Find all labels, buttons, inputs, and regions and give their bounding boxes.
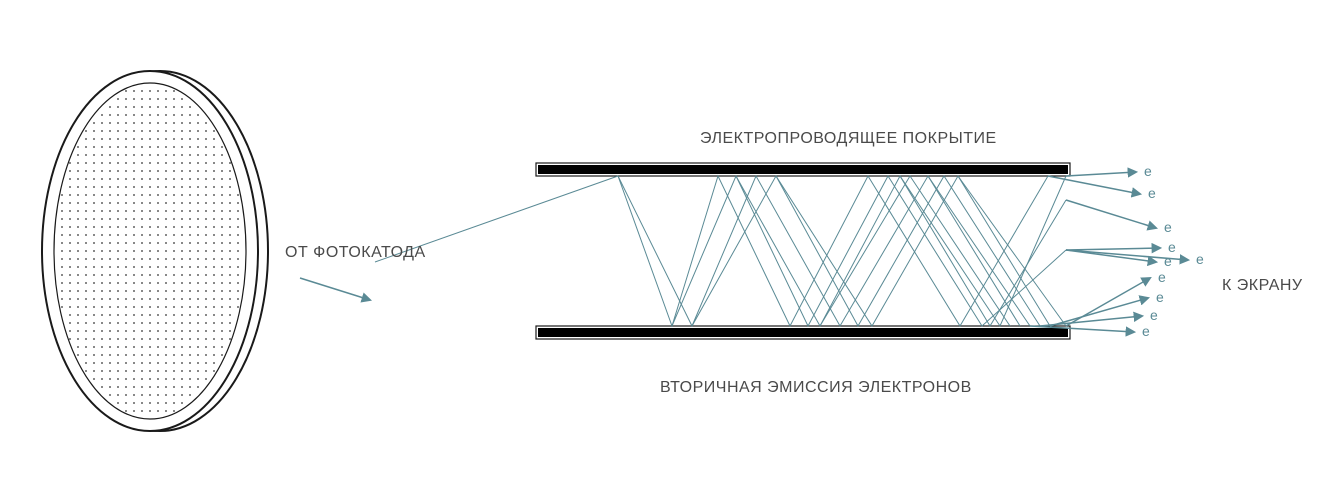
electron-arrow-3	[1066, 248, 1160, 250]
bounce-rays	[618, 176, 1066, 326]
electron-label-1: e	[1148, 185, 1156, 201]
photocathode-disc	[42, 71, 268, 431]
electron-arrow-8	[1040, 316, 1142, 326]
electron-label-4: e	[1164, 253, 1172, 269]
label-bottom-caption: ВТОРИЧНАЯ ЭМИССИЯ ЭЛЕКТРОНОВ	[660, 379, 972, 396]
label-top-plate: ЭЛЕКТРОПРОВОДЯЩЕЕ ПОКРЫТИЕ	[700, 130, 997, 147]
top-plate	[536, 163, 1070, 176]
electron-label-8: e	[1150, 307, 1158, 323]
bounce-ray-1	[618, 176, 1066, 326]
label-to-screen: К ЭКРАНУ	[1222, 277, 1303, 294]
electron-arrow-2	[1066, 200, 1156, 228]
electron-label-0: e	[1144, 163, 1152, 179]
electron-label-9: e	[1142, 323, 1150, 339]
electron-label-7: e	[1156, 289, 1164, 305]
label-from-cathode: ОТ ФОТОКАТОДА	[285, 244, 426, 261]
electron-arrow-7	[1050, 298, 1148, 326]
electron-label-6: e	[1158, 269, 1166, 285]
electron-label-5: e	[1196, 251, 1204, 267]
electron-label-2: e	[1164, 219, 1172, 235]
from-cathode-arrow	[300, 278, 370, 300]
bounce-ray-2	[692, 176, 1030, 326]
bounce-ray-0	[618, 176, 1066, 326]
electron-arrow-0	[1066, 172, 1136, 176]
bottom-plate	[536, 326, 1070, 339]
bounce-ray-5	[776, 176, 1040, 326]
